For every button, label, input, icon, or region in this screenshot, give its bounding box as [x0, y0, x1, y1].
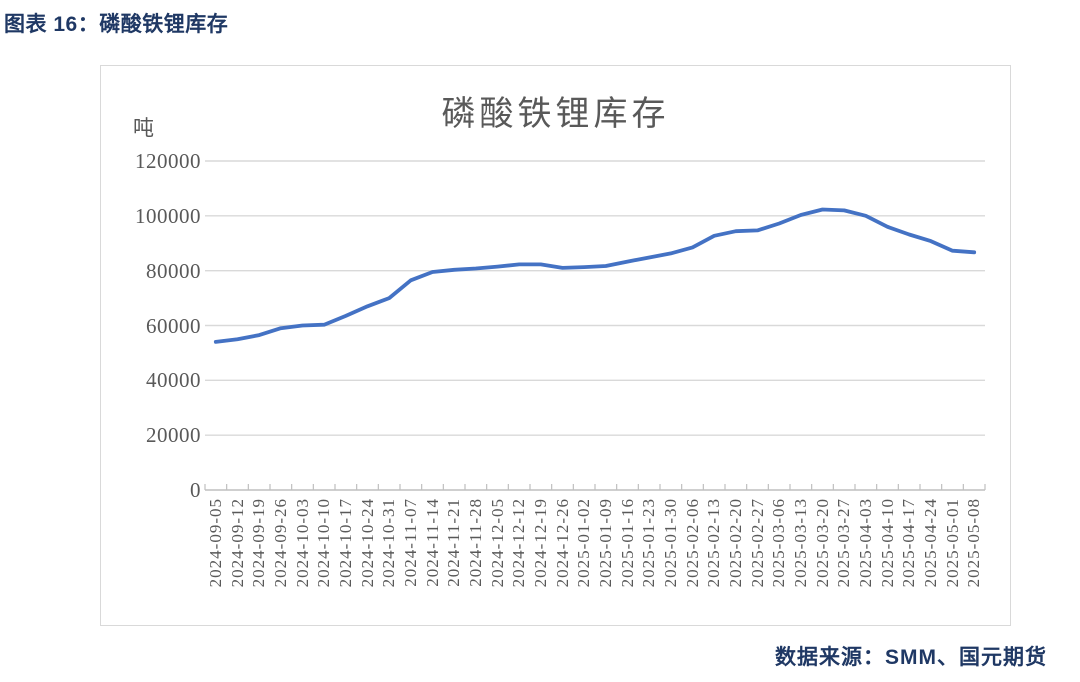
line-chart-plot	[204, 160, 986, 491]
y-axis-tick-label: 20000	[146, 423, 201, 448]
x-axis-tick-label: 2025-04-10	[877, 498, 897, 588]
x-axis-tick-label: 2025-03-20	[812, 498, 832, 588]
x-axis-tick-label: 2025-02-20	[725, 498, 745, 588]
x-axis-tick-label: 2024-11-21	[444, 498, 464, 587]
y-axis-tick-label: 100000	[135, 203, 201, 228]
y-axis-tick-label: 120000	[135, 149, 201, 173]
x-axis-tick-label: 2024-10-31	[379, 498, 399, 588]
x-axis-tick-label: 2025-02-13	[704, 498, 724, 588]
x-axis-tick-label: 2025-04-03	[855, 498, 875, 588]
x-axis-tick-label: 2025-01-16	[617, 498, 637, 588]
x-axis-tick-label: 2025-05-08	[964, 498, 984, 588]
x-axis-tick-label: 2024-09-19	[249, 498, 269, 588]
x-axis-tick-label: 2024-11-07	[400, 498, 420, 587]
x-axis-tick-label: 2024-10-17	[335, 498, 355, 588]
x-axis-tick-label: 2025-04-17	[899, 498, 919, 588]
x-axis-tick-label: 2024-12-26	[552, 498, 572, 588]
x-axis-tick-label: 2024-11-28	[465, 498, 485, 587]
x-axis-tick-label: 2025-01-02	[574, 498, 594, 588]
chart-title: 磷酸铁锂库存	[441, 96, 670, 133]
x-axis-tick-label: 2025-01-30	[660, 498, 680, 588]
y-axis-tick-label: 80000	[146, 258, 201, 283]
data-source-note: 数据来源：SMM、国元期货	[775, 646, 1047, 669]
y-axis-tick-label: 40000	[146, 368, 201, 393]
x-axis-tick-label: 2024-12-05	[487, 498, 507, 588]
x-axis-tick-label: 2025-03-27	[834, 498, 854, 588]
x-axis-tick-label: 2025-03-13	[790, 498, 810, 588]
x-axis-tick-label: 2025-01-23	[639, 498, 659, 588]
figure-label: 图表 16：磷酸铁锂库存	[4, 13, 229, 36]
x-axis-tick-label: 2025-04-24	[920, 498, 940, 588]
x-axis-tick-label: 2024-09-26	[270, 498, 290, 588]
x-axis-tick-label: 2024-09-05	[205, 498, 225, 588]
y-axis-unit-label: 吨	[133, 116, 154, 140]
x-axis-tick-label: 2024-12-12	[509, 498, 529, 588]
x-axis-tick-label: 2024-10-10	[314, 498, 334, 588]
x-axis-tick-label: 2024-12-19	[530, 498, 550, 588]
inventory-series-line	[213, 207, 977, 344]
x-axis-tick-label: 2024-09-12	[227, 498, 247, 588]
x-axis-tick-label: 2025-02-27	[747, 498, 767, 588]
chart-panel: 磷酸铁锂库存 吨 120000 100000 80000 60000 40000 2000…	[100, 65, 1011, 626]
x-axis-tick-label: 2024-11-14	[422, 498, 442, 587]
x-axis-tick-label: 2025-05-01	[942, 498, 962, 588]
y-axis-tick-label: 60000	[146, 313, 201, 338]
x-axis-tick-label: 2025-02-06	[682, 498, 702, 588]
x-axis-tick-label: 2024-10-03	[292, 498, 312, 588]
x-axis-tick-label: 2025-03-06	[769, 498, 789, 588]
x-axis-tick-label: 2025-01-09	[595, 498, 615, 588]
x-axis-tick-label: 2024-10-24	[357, 498, 377, 588]
y-axis-tick-label: 0	[190, 478, 201, 502]
